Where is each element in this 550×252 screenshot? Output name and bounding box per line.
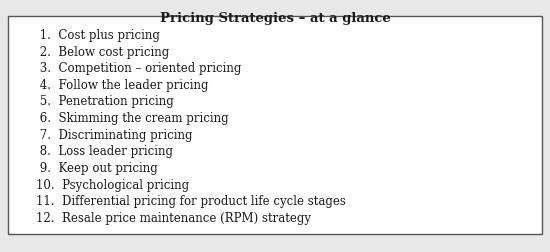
Text: 3.  Competition – oriented pricing: 3. Competition – oriented pricing xyxy=(36,62,241,75)
Text: 6.  Skimming the cream pricing: 6. Skimming the cream pricing xyxy=(36,112,229,125)
Text: 9.  Keep out pricing: 9. Keep out pricing xyxy=(36,162,158,174)
Text: 11.  Differential pricing for product life cycle stages: 11. Differential pricing for product lif… xyxy=(36,195,346,208)
Text: 10.  Psychological pricing: 10. Psychological pricing xyxy=(36,178,189,191)
Text: 5.  Penetration pricing: 5. Penetration pricing xyxy=(36,95,174,108)
Text: 7.  Discriminating pricing: 7. Discriminating pricing xyxy=(36,128,192,141)
Text: 12.  Resale price maintenance (RPM) strategy: 12. Resale price maintenance (RPM) strat… xyxy=(36,211,311,224)
Text: 4.  Follow the leader pricing: 4. Follow the leader pricing xyxy=(36,79,208,91)
Text: Pricing Strategies – at a glance: Pricing Strategies – at a glance xyxy=(160,12,390,25)
Text: 8.  Loss leader pricing: 8. Loss leader pricing xyxy=(36,145,173,158)
Text: 1.  Cost plus pricing: 1. Cost plus pricing xyxy=(36,29,160,42)
Text: 2.  Below cost pricing: 2. Below cost pricing xyxy=(36,45,169,58)
Bar xyxy=(8,17,542,234)
